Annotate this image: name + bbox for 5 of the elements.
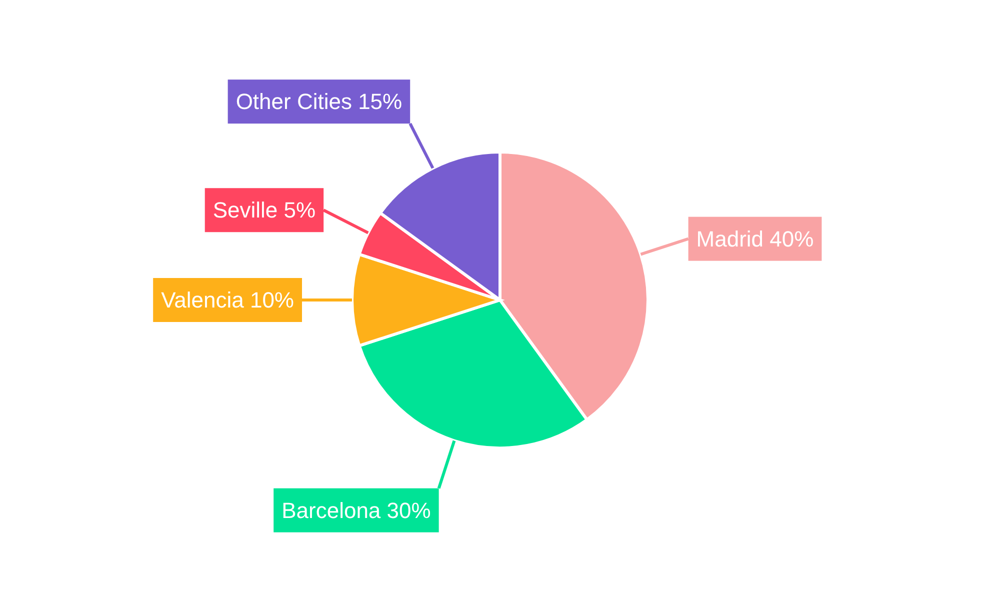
slice-label: Barcelona 30% [282,498,431,523]
slice-label: Seville 5% [212,198,316,223]
slice-label: Valencia 10% [161,288,294,312]
slice-label: Madrid 40% [696,226,814,252]
slice-label: Other Cities 15% [236,89,402,114]
